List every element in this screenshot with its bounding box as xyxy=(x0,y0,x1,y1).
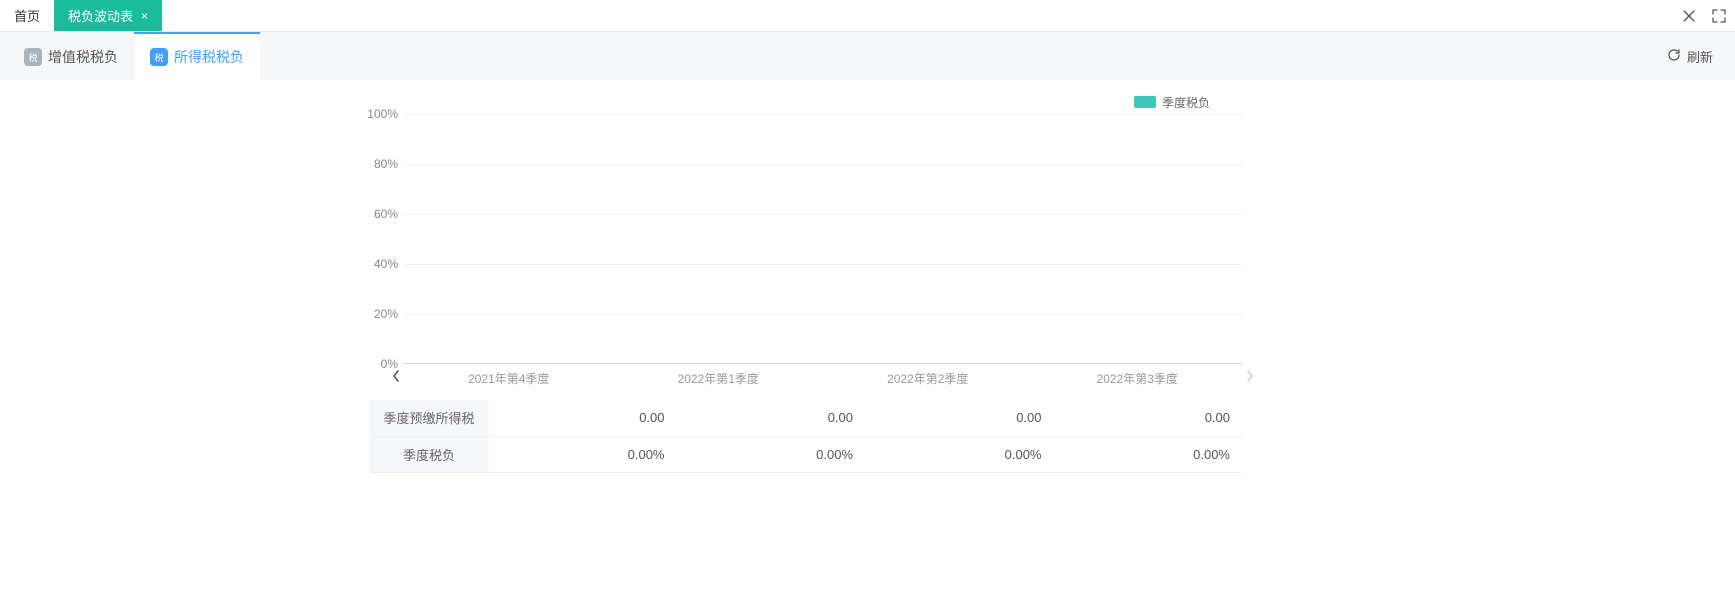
y-tick-label: 60% xyxy=(360,207,398,221)
refresh-icon xyxy=(1667,48,1681,65)
table-cell: 0.00% xyxy=(488,436,677,472)
y-tick-label: 20% xyxy=(360,307,398,321)
table-row: 季度税负0.00%0.00%0.00%0.00% xyxy=(370,436,1242,472)
inner-tab-label: 所得税税负 xyxy=(174,47,244,67)
inner-tab-label: 增值税税负 xyxy=(48,47,118,67)
tab-badge-icon: 税 xyxy=(150,48,168,66)
fullscreen-icon[interactable] xyxy=(1709,6,1729,26)
top-right-controls xyxy=(1679,0,1729,32)
y-tick-label: 40% xyxy=(360,257,398,271)
tab-badge-icon: 税 xyxy=(24,48,42,66)
top-tab-home[interactable]: 首页 xyxy=(0,0,54,31)
table-cell: 0.00 xyxy=(865,400,1054,436)
inner-tabs: 税 增值税税负 税 所得税税负 xyxy=(8,32,260,80)
x-tick-label: 2022年第2季度 xyxy=(823,364,1033,392)
chevron-left-icon[interactable] xyxy=(386,366,406,386)
table-cell: 0.00 xyxy=(1054,400,1243,436)
data-table: 季度预缴所得税0.000.000.000.00季度税负0.00%0.00%0.0… xyxy=(370,400,1242,473)
gridline xyxy=(404,164,1242,165)
tab-vat-burden[interactable]: 税 增值税税负 xyxy=(8,32,134,80)
chart-container: 季度税负 0%20%40%60%80%100% 2021年第4季度2022年第1… xyxy=(370,90,1242,473)
legend-swatch xyxy=(1134,96,1156,108)
toolbar: 税 增值税税负 税 所得税税负 刷新 xyxy=(0,32,1735,80)
x-tick-label: 2022年第3季度 xyxy=(1033,364,1243,392)
legend-label: 季度税负 xyxy=(1162,94,1210,111)
top-tab-tax-fluctuation[interactable]: 税负波动表 × xyxy=(54,0,162,31)
table-cell: 0.00% xyxy=(865,436,1054,472)
x-tick-label: 2022年第1季度 xyxy=(614,364,824,392)
table-cell: 0.00% xyxy=(677,436,866,472)
gridline xyxy=(404,214,1242,215)
y-tick-label: 100% xyxy=(360,107,398,121)
row-header: 季度预缴所得税 xyxy=(370,400,488,436)
chart-plot-area: 0%20%40%60%80%100% xyxy=(404,114,1242,364)
close-panel-icon[interactable] xyxy=(1679,6,1699,26)
top-tab-label: 税负波动表 xyxy=(68,6,133,25)
table-cell: 0.00% xyxy=(1054,436,1243,472)
chevron-right-icon[interactable] xyxy=(1240,366,1260,386)
refresh-label: 刷新 xyxy=(1687,47,1713,66)
chart-legend: 季度税负 xyxy=(370,90,1242,114)
close-icon[interactable]: × xyxy=(141,10,148,22)
gridline xyxy=(404,314,1242,315)
chart-x-axis: 2021年第4季度2022年第1季度2022年第2季度2022年第3季度 xyxy=(404,364,1242,392)
refresh-button[interactable]: 刷新 xyxy=(1667,32,1713,80)
row-header: 季度税负 xyxy=(370,436,488,472)
gridline xyxy=(404,114,1242,115)
table-row: 季度预缴所得税0.000.000.000.00 xyxy=(370,400,1242,436)
tab-income-tax-burden[interactable]: 税 所得税税负 xyxy=(134,32,260,80)
table-cell: 0.00 xyxy=(677,400,866,436)
gridline xyxy=(404,264,1242,265)
y-tick-label: 80% xyxy=(360,157,398,171)
table-cell: 0.00 xyxy=(488,400,677,436)
x-tick-label: 2021年第4季度 xyxy=(404,364,614,392)
top-tab-bar: 首页 税负波动表 × xyxy=(0,0,1735,32)
top-tab-label: 首页 xyxy=(14,6,40,25)
content-area: 季度税负 0%20%40%60%80%100% 2021年第4季度2022年第1… xyxy=(0,80,1735,473)
